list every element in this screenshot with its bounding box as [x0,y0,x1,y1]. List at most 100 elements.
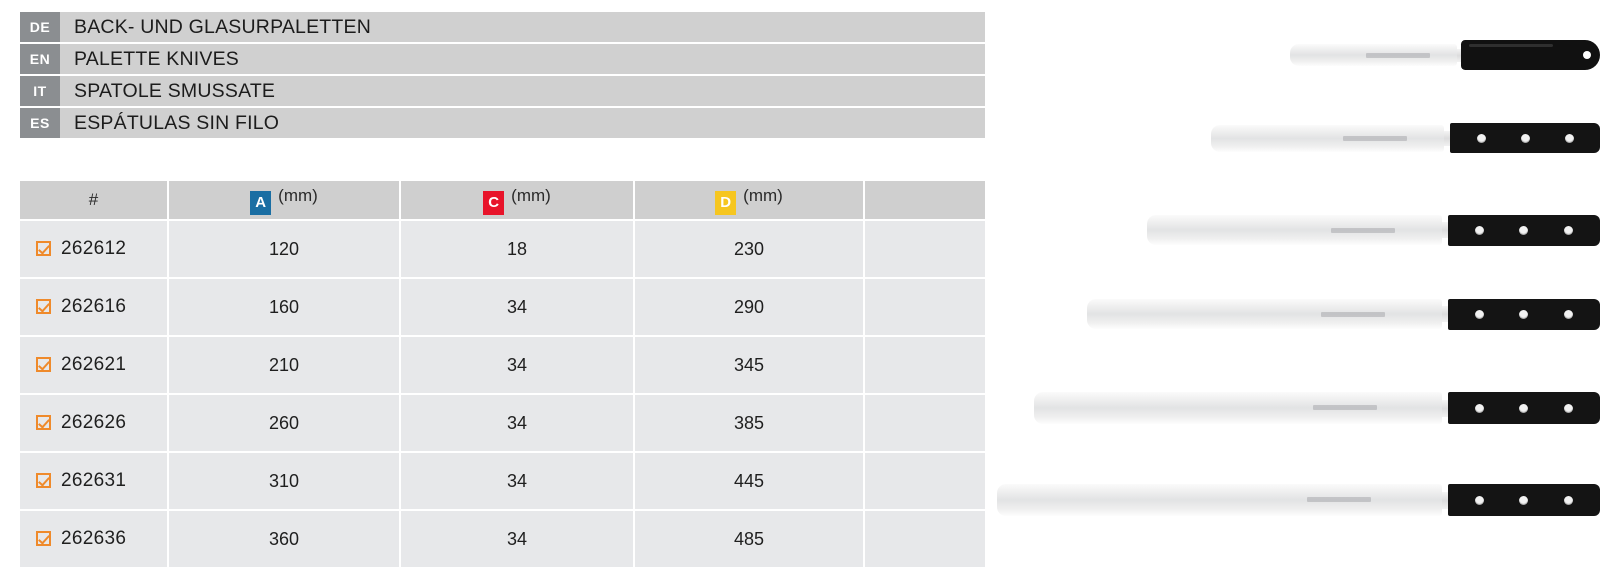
column-header-empty [864,181,985,221]
column-unit-d: (mm) [743,185,783,205]
article-cell[interactable]: 262616 [20,278,169,337]
table-row[interactable]: 262626 260 34 385 [20,394,985,453]
rivet-icon [1474,225,1484,235]
article-cell[interactable]: 262612 [20,220,169,279]
value-c: 18 [400,220,635,279]
knife-tang [1442,491,1448,509]
column-header-number: # [20,181,169,221]
value-c: 34 [400,394,635,453]
language-code-it: IT [20,76,60,106]
table-header-row: # A (mm) C (mm) D (mm) [20,181,985,221]
product-image-palette-knife-210mm [1145,208,1600,252]
specification-table: # A (mm) C (mm) D (mm) 262612 120 18 230 26… [20,181,985,567]
article-number: 262626 [61,412,127,433]
article-number: 262616 [61,296,127,317]
language-title-en: PALETTE KNIVES [74,47,239,70]
column-header-c: C (mm) [400,181,635,221]
rivet-icon [1519,403,1529,413]
knife-handle-riveted [1450,123,1600,153]
value-empty [864,510,985,567]
rivet-icon [1564,133,1574,143]
column-header-d: D (mm) [634,181,865,221]
column-unit-c: (mm) [511,185,551,205]
knife-tang [1456,48,1461,62]
rivet-icon [1474,403,1484,413]
article-cell[interactable]: 262626 [20,394,169,453]
rivet-icon [1564,403,1574,413]
language-row-de: DE BACK- UND GLASURPALETTEN [20,12,985,42]
value-empty [864,452,985,511]
value-a: 310 [168,452,401,511]
language-row-en: EN PALETTE KNIVES [20,44,985,74]
knife-blade [1290,44,1457,66]
checkbox-checked-icon[interactable] [36,473,51,488]
value-empty [864,220,985,279]
language-title-es: ESPÁTULAS SIN FILO [74,111,280,134]
value-d: 485 [634,510,865,567]
article-cell[interactable]: 262636 [20,510,169,567]
knife-blade [1087,299,1442,329]
value-c: 34 [400,278,635,337]
language-title-de: BACK- UND GLASURPALETTEN [74,15,371,38]
rivet-icon [1564,495,1574,505]
rivet-icon [1519,309,1529,319]
rivet-icon [1474,309,1484,319]
value-d: 290 [634,278,865,337]
value-d: 230 [634,220,865,279]
table-row[interactable]: 262612 120 18 230 [20,220,985,279]
dimension-badge-c: C [483,190,505,215]
value-empty [864,278,985,337]
knife-blade [1147,215,1442,245]
article-number: 262636 [61,528,127,549]
checkbox-checked-icon[interactable] [36,357,51,372]
language-row-es: ES ESPÁTULAS SIN FILO [20,108,985,138]
article-number: 262621 [61,354,127,375]
knife-tang [1442,306,1448,322]
rivet-icon [1519,495,1529,505]
article-cell[interactable]: 262631 [20,452,169,511]
value-c: 34 [400,336,635,395]
language-code-de: DE [20,12,60,42]
checkbox-checked-icon[interactable] [36,415,51,430]
product-image-palette-knife-120mm [1290,38,1600,72]
rivet-icon [1474,495,1484,505]
dimension-badge-a: A [250,190,272,215]
dimension-badge-d: D [715,190,737,215]
language-code-es: ES [20,108,60,138]
product-image-palette-knife-310mm [1032,385,1600,431]
checkbox-checked-icon[interactable] [36,531,51,546]
product-image-palette-knife-160mm [1210,118,1600,158]
knife-handle-riveted [1448,298,1600,330]
article-cell[interactable]: 262621 [20,336,169,395]
value-c: 34 [400,452,635,511]
value-a: 120 [168,220,401,279]
checkbox-checked-icon[interactable] [36,241,51,256]
knife-handle-riveted [1448,214,1600,246]
language-title-it: SPATOLE SMUSSATE [74,79,276,102]
value-a: 210 [168,336,401,395]
checkbox-checked-icon[interactable] [36,299,51,314]
value-c: 34 [400,510,635,567]
knife-tang [1442,399,1448,417]
rivet-icon [1519,225,1529,235]
knife-tang [1444,130,1450,146]
language-row-it: IT SPATOLE SMUSSATE [20,76,985,106]
knife-tang [1442,222,1448,238]
rivet-icon [1520,133,1530,143]
article-number: 262612 [61,238,127,259]
value-d: 385 [634,394,865,453]
knife-handle-riveted [1448,484,1600,516]
rivet-icon [1564,309,1574,319]
value-empty [864,394,985,453]
language-title-block: DE BACK- UND GLASURPALETTEN EN PALETTE K… [20,12,985,140]
column-unit-a: (mm) [278,185,318,205]
knife-handle-smooth [1460,40,1600,70]
knife-blade [1211,124,1444,152]
column-header-a: A (mm) [168,181,401,221]
table-row[interactable]: 262621 210 34 345 [20,336,985,395]
table-row[interactable]: 262636 360 34 485 [20,510,985,567]
table-row[interactable]: 262631 310 34 445 [20,452,985,511]
table-row[interactable]: 262616 160 34 290 [20,278,985,337]
knife-blade [997,484,1442,516]
article-number: 262631 [61,470,127,491]
